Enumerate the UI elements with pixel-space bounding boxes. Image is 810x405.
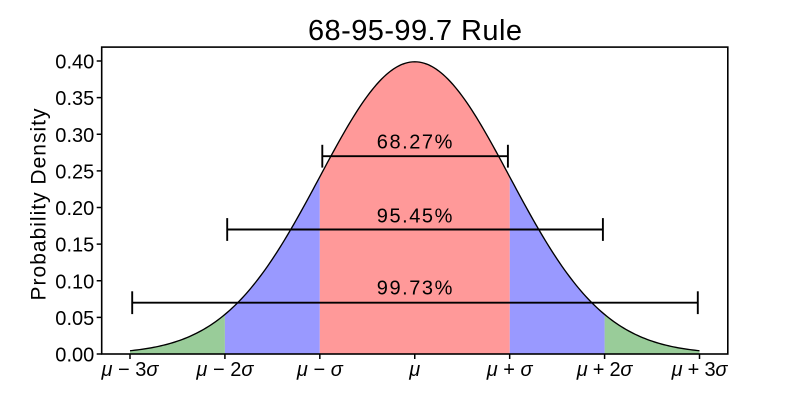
svg-text:68.27%: 68.27% [377, 132, 453, 154]
svg-text:0.35: 0.35 [55, 88, 94, 110]
svg-text:68-95-99.7 Rule: 68-95-99.7 Rule [308, 15, 522, 47]
svg-text:μ − 2σ: μ − 2σ [195, 359, 254, 381]
svg-text:0.20: 0.20 [55, 198, 94, 220]
svg-text:μ + 2σ: μ + 2σ [576, 359, 634, 381]
svg-text:Probability Density: Probability Density [28, 108, 51, 301]
svg-text:0.05: 0.05 [55, 308, 94, 330]
svg-text:0.15: 0.15 [55, 235, 94, 257]
svg-text:μ − 3σ: μ − 3σ [100, 359, 159, 381]
svg-text:μ − σ: μ − σ [296, 359, 344, 381]
svg-text:95.45%: 95.45% [377, 206, 453, 228]
svg-text:0.30: 0.30 [55, 125, 94, 147]
svg-text:μ + 3σ: μ + 3σ [671, 359, 729, 381]
svg-text:0.25: 0.25 [55, 161, 94, 183]
svg-text:99.73%: 99.73% [377, 278, 453, 300]
svg-text:μ + σ: μ + σ [486, 359, 534, 381]
svg-text:0.00: 0.00 [55, 345, 94, 367]
svg-text:0.10: 0.10 [55, 271, 94, 293]
svg-text:μ: μ [408, 359, 420, 381]
svg-text:0.40: 0.40 [55, 52, 94, 74]
